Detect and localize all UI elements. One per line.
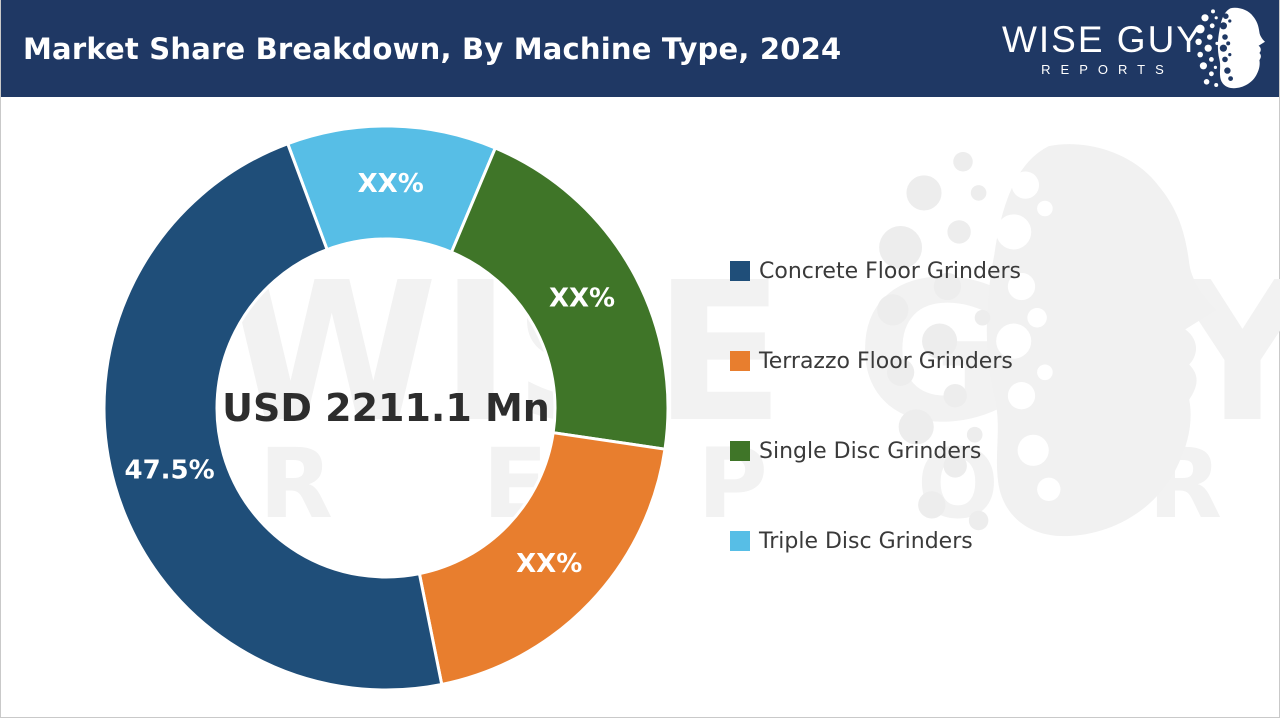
page-title: Market Share Breakdown, By Machine Type,… [23,31,842,66]
legend-item: Terrazzo Floor Grinders [730,346,1021,376]
chart-center-value: USD 2211.1 Mn [222,386,550,430]
legend-item: Single Disc Grinders [730,436,1021,466]
legend-swatch [730,261,750,281]
donut-chart: XX% XX% XX% 47.5%USD 2211.1 Mn [102,124,670,692]
legend-item: Triple Disc Grinders [730,526,1021,556]
donut-segment-concrete-floor-grinders [102,142,444,692]
legend-swatch [730,441,750,461]
legend: Concrete Floor Grinders Terrazzo Floor Gr… [730,256,1021,556]
slice-label: 47.5% [125,456,215,486]
legend-label: Concrete Floor Grinders [759,258,1021,284]
slice-label: XX% [358,169,424,199]
logo-head-icon [1195,7,1265,88]
slice-label: XX% [549,284,615,314]
wise-guy-logo: WISE GUY REPORTS [1002,5,1269,93]
legend-swatch [730,531,750,551]
legend-label: Single Disc Grinders [759,438,982,464]
logo-text: WISE GUY REPORTS [1002,21,1203,77]
logo-wordmark: WISE GUY [1001,18,1203,60]
logo-subtitle: REPORTS [1041,61,1174,77]
legend-label: Triple Disc Grinders [759,528,973,554]
legend-label: Terrazzo Floor Grinders [759,348,1013,374]
donut-segment-terrazzo-floor-grinders [417,431,667,686]
header: Market Share Breakdown, By Machine Type,… [1,0,1279,97]
slice-label: XX% [516,549,582,579]
legend-item: Concrete Floor Grinders [730,256,1021,286]
legend-swatch [730,351,750,371]
watermark-head-icon [877,144,1217,537]
donut-segment-single-disc-grinders [449,146,670,451]
